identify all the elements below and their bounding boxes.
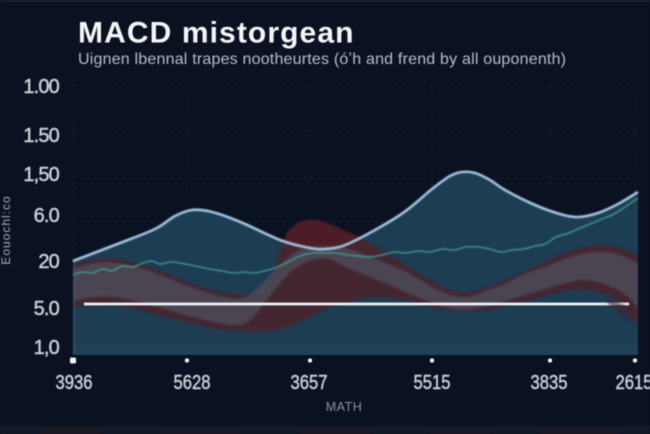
svg-text:MACD mistorgean: MACD mistorgean — [78, 17, 355, 50]
svg-text:MATH: MATH — [326, 400, 363, 414]
svg-text:20: 20 — [38, 251, 59, 273]
svg-text:3936: 3936 — [56, 372, 93, 394]
svg-text:1.00: 1.00 — [23, 76, 59, 98]
svg-text:1,50: 1,50 — [23, 164, 59, 186]
svg-text:5628: 5628 — [174, 372, 211, 394]
svg-text:Uignen lbennal trapes nootheur: Uignen lbennal trapes nootheurtes (óʼh a… — [78, 51, 566, 68]
svg-text:6.0: 6.0 — [34, 205, 60, 227]
svg-text:1.50: 1.50 — [23, 125, 59, 147]
svg-text:2615: 2615 — [616, 372, 650, 394]
svg-text:1,0: 1,0 — [34, 337, 60, 359]
svg-text:3657: 3657 — [291, 372, 328, 394]
svg-text:Eouochl:co: Eouochl:co — [0, 195, 13, 264]
svg-text:3835: 3835 — [531, 372, 568, 394]
svg-text:5515: 5515 — [414, 372, 451, 394]
svg-text:5.0: 5.0 — [34, 298, 60, 320]
